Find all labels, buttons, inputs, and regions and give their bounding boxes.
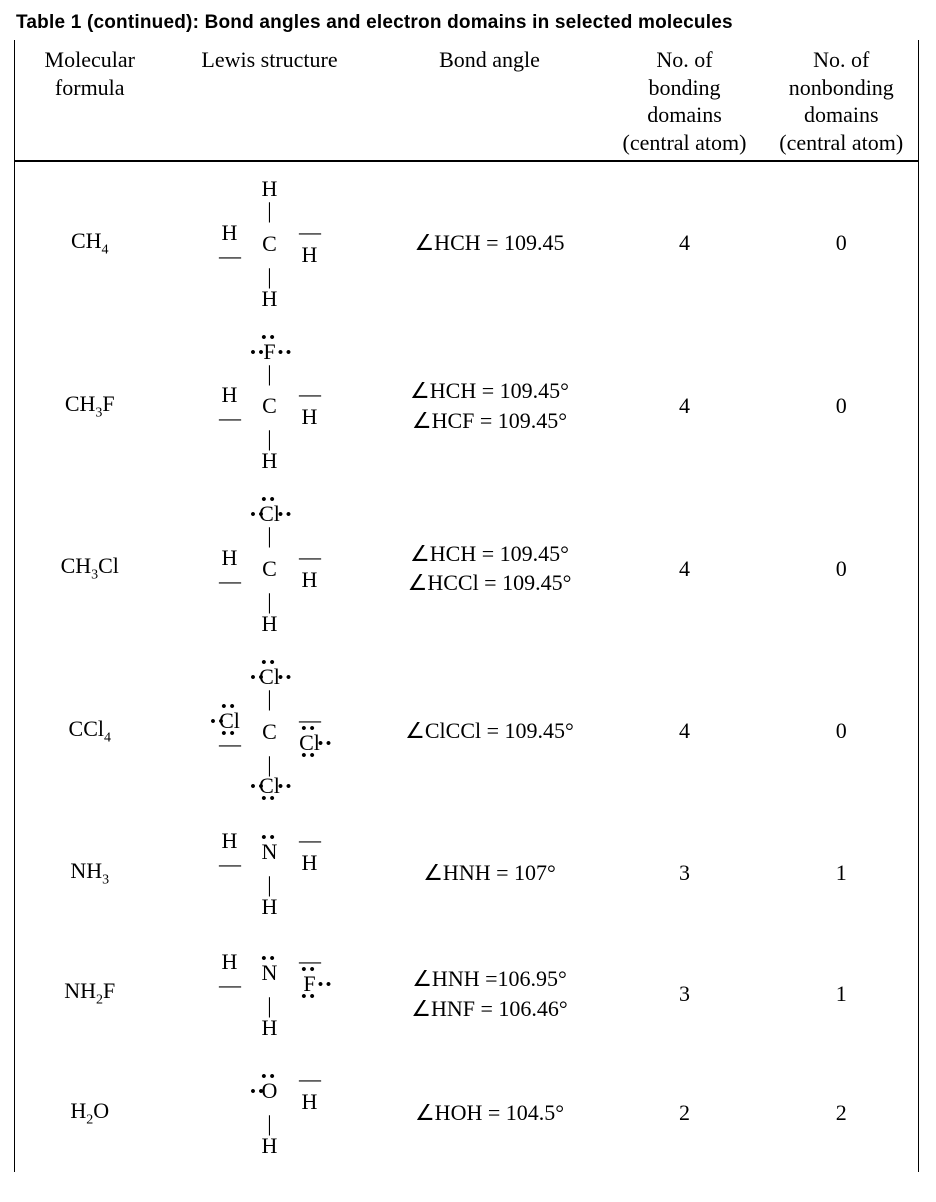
cell-bond-angle: ∠HOH = 104.5°: [375, 1054, 605, 1172]
table-row: CH4H|H —C— H|H∠HCH = 109.4540: [15, 161, 919, 325]
cell-bond-angle: ∠ClCCl = 109.45°: [375, 650, 605, 813]
cell-bonding-domains: 4: [605, 325, 765, 488]
cell-lewis-structure: H|H —C— H|H: [165, 161, 375, 325]
cell-nonbonding-domains: 0: [765, 161, 919, 325]
table-row: CH3FF••••••|H —C— H|H∠HCH = 109.45°∠HCF …: [15, 325, 919, 488]
cell-formula: H2O: [15, 1054, 165, 1172]
table-header-row: Molecularformula Lewis structure Bond an…: [15, 40, 919, 161]
cell-lewis-structure: H —N••— F••••••|H: [165, 933, 375, 1054]
cell-nonbonding-domains: 1: [765, 812, 919, 933]
col-header-angle: Bond angle: [375, 40, 605, 161]
cell-formula: CH4: [15, 161, 165, 325]
cell-bonding-domains: 3: [605, 812, 765, 933]
cell-lewis-structure: O••••— H|H: [165, 1054, 375, 1172]
cell-bond-angle: ∠HNH =106.95°∠HNF = 106.46°: [375, 933, 605, 1054]
cell-bond-angle: ∠HNH = 107°: [375, 812, 605, 933]
cell-lewis-structure: Cl••••••|H —C— H|H: [165, 487, 375, 650]
col-header-bonding: No. ofbondingdomains(central atom): [605, 40, 765, 161]
cell-lewis-structure: F••••••|H —C— H|H: [165, 325, 375, 488]
col-header-formula: Molecularformula: [15, 40, 165, 161]
cell-bonding-domains: 4: [605, 161, 765, 325]
cell-bonding-domains: 3: [605, 933, 765, 1054]
cell-bonding-domains: 2: [605, 1054, 765, 1172]
cell-formula: NH2F: [15, 933, 165, 1054]
table-row: CCl4Cl••••••|Cl•••••• —C— Cl••••••|Cl•••…: [15, 650, 919, 813]
cell-bond-angle: ∠HCH = 109.45°∠HCCl = 109.45°: [375, 487, 605, 650]
molecule-table: Molecularformula Lewis structure Bond an…: [14, 40, 919, 1172]
cell-nonbonding-domains: 0: [765, 650, 919, 813]
cell-nonbonding-domains: 0: [765, 487, 919, 650]
cell-formula: CCl4: [15, 650, 165, 813]
cell-nonbonding-domains: 0: [765, 325, 919, 488]
cell-bonding-domains: 4: [605, 650, 765, 813]
table-row: H2OO••••— H|H∠HOH = 104.5°22: [15, 1054, 919, 1172]
col-header-nonbonding: No. ofnonbondingdomains(central atom): [765, 40, 919, 161]
cell-formula: CH3Cl: [15, 487, 165, 650]
cell-bonding-domains: 4: [605, 487, 765, 650]
cell-formula: NH3: [15, 812, 165, 933]
cell-bond-angle: ∠HCH = 109.45°∠HCF = 109.45°: [375, 325, 605, 488]
col-header-lewis: Lewis structure: [165, 40, 375, 161]
table-row: CH3ClCl••••••|H —C— H|H∠HCH = 109.45°∠HC…: [15, 487, 919, 650]
cell-bond-angle: ∠HCH = 109.45: [375, 161, 605, 325]
table-row: NH3H —N••— H|H∠HNH = 107°31: [15, 812, 919, 933]
cell-nonbonding-domains: 1: [765, 933, 919, 1054]
table-title: Table 1 (continued): Bond angles and ele…: [16, 12, 922, 34]
cell-nonbonding-domains: 2: [765, 1054, 919, 1172]
cell-lewis-structure: H —N••— H|H: [165, 812, 375, 933]
table-row: NH2FH —N••— F••••••|H∠HNH =106.95°∠HNF =…: [15, 933, 919, 1054]
cell-formula: CH3F: [15, 325, 165, 488]
cell-lewis-structure: Cl••••••|Cl•••••• —C— Cl••••••|Cl••••••: [165, 650, 375, 813]
